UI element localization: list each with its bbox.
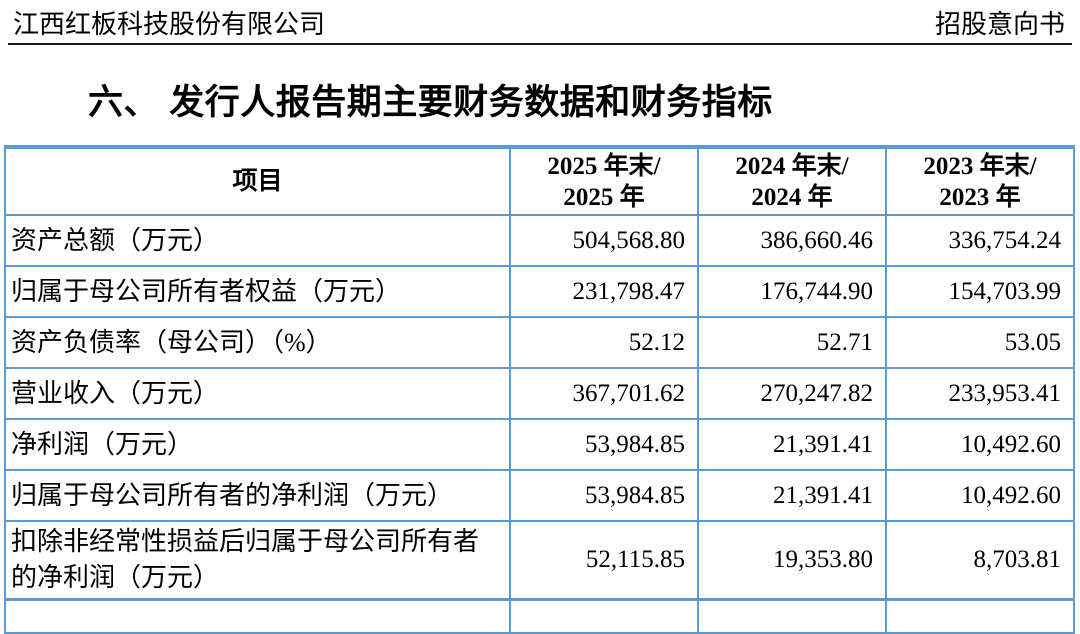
value-cell-2023: 10,492.60 (885, 418, 1075, 471)
section-title: 六、 发行人报告期主要财务数据和财务指标 (88, 83, 773, 122)
value-cell-2025: 52,115.85 (509, 520, 699, 601)
value-cell-2025: 53,984.85 (509, 469, 699, 522)
header-divider (8, 43, 1072, 45)
value-cell-partial (885, 598, 1075, 634)
value-cell-2024: 176,744.90 (697, 265, 887, 318)
table-row-net-profit: 净利润（万元） 53,984.85 21,391.41 10,492.60 (4, 418, 1075, 471)
item-cell: 资产负债率（母公司）（%） (4, 316, 511, 369)
value-cell-2025: 231,798.47 (509, 265, 699, 318)
value-cell-2024: 19,353.80 (697, 520, 887, 601)
value-cell-2023: 10,492.60 (885, 469, 1075, 522)
value-cell-2025: 504,568.80 (509, 214, 699, 267)
value-cell-2025: 367,701.62 (509, 367, 699, 420)
company-name: 江西红板科技股份有限公司 (13, 10, 326, 39)
value-cell-2023: 8,703.81 (885, 520, 1075, 601)
value-cell-2024: 270,247.82 (697, 367, 887, 420)
value-cell-2023: 336,754.24 (885, 214, 1075, 267)
value-cell-2025: 52.12 (509, 316, 699, 369)
item-cell: 归属于母公司所有者的净利润（万元） (4, 469, 511, 522)
value-cell-2024: 21,391.41 (697, 418, 887, 471)
value-cell-2023: 154,703.99 (885, 265, 1075, 318)
value-cell-2025: 53,984.85 (509, 418, 699, 471)
header-item-column: 项目 (4, 146, 511, 216)
table-row-net-profit-parent: 归属于母公司所有者的净利润（万元） 53,984.85 21,391.41 10… (4, 469, 1075, 522)
table-row-parent-equity: 归属于母公司所有者权益（万元） 231,798.47 176,744.90 15… (4, 265, 1075, 318)
financial-data-table: 项目 2025 年末/ 2025 年 2024 年末/ 2024 年 2023 … (4, 145, 1075, 634)
value-cell-partial (697, 598, 887, 634)
item-cell: 扣除非经常性损益后归属于母公司所有者 的净利润（万元） (4, 520, 511, 601)
value-cell-2024: 386,660.46 (697, 214, 887, 267)
table-row-partial (4, 598, 1075, 634)
table-row-operating-revenue: 营业收入（万元） 367,701.62 270,247.82 233,953.4… (4, 367, 1075, 420)
value-cell-2024: 52.71 (697, 316, 887, 369)
table-row-total-assets: 资产总额（万元） 504,568.80 386,660.46 336,754.2… (4, 214, 1075, 267)
value-cell-2023: 53.05 (885, 316, 1075, 369)
header-2023-column: 2023 年末/ 2023 年 (885, 146, 1075, 216)
table-row-net-profit-deducted: 扣除非经常性损益后归属于母公司所有者 的净利润（万元） 52,115.85 19… (4, 520, 1075, 601)
value-cell-partial (509, 598, 699, 634)
value-cell-2023: 233,953.41 (885, 367, 1075, 420)
page-header: 江西红板科技股份有限公司 招股意向书 (13, 0, 1065, 40)
item-cell-partial (4, 598, 511, 634)
item-cell: 归属于母公司所有者权益（万元） (4, 265, 511, 318)
item-cell: 净利润（万元） (4, 418, 511, 471)
value-cell-2024: 21,391.41 (697, 469, 887, 522)
header-2025-column: 2025 年末/ 2025 年 (509, 146, 699, 216)
document-type-label: 招股意向书 (934, 10, 1065, 39)
table-header-row: 项目 2025 年末/ 2025 年 2024 年末/ 2024 年 2023 … (4, 146, 1075, 216)
header-2024-column: 2024 年末/ 2024 年 (697, 146, 887, 216)
table-row-debt-ratio: 资产负债率（母公司）（%） 52.12 52.71 53.05 (4, 316, 1075, 369)
item-cell: 营业收入（万元） (4, 367, 511, 420)
item-cell: 资产总额（万元） (4, 214, 511, 267)
